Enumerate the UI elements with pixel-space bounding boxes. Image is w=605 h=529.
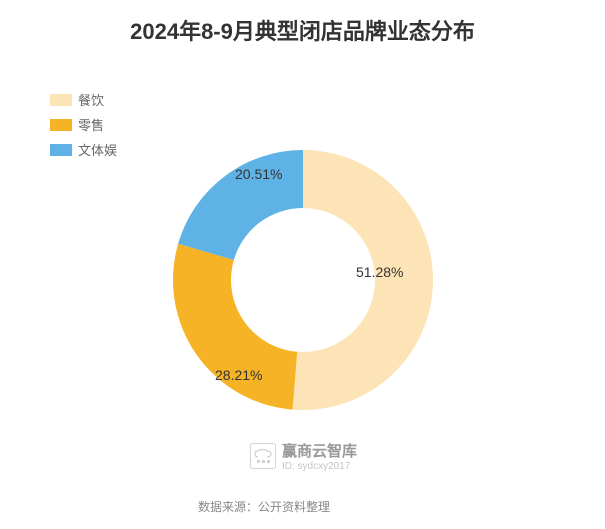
watermark: 赢商云智库 ID: sydcxy2017 (250, 440, 357, 472)
legend-swatch (50, 119, 72, 131)
donut-slice (173, 244, 297, 410)
chart-container: 2024年8-9月典型闭店品牌业态分布 餐饮 零售 文体娱 51.28% 28.… (0, 0, 605, 529)
legend-label: 文体娱 (78, 140, 117, 159)
source-text: 公开资料整理 (258, 500, 330, 514)
legend-swatch (50, 94, 72, 106)
donut-slice (292, 150, 432, 410)
watermark-brand: 赢商云智库 (282, 440, 357, 461)
legend-item: 文体娱 (50, 140, 117, 159)
legend-label: 零售 (78, 115, 104, 134)
source-prefix: 数据来源： (198, 500, 258, 514)
slice-label: 28.21% (215, 367, 262, 383)
cloud-icon (250, 443, 276, 469)
slice-label: 51.28% (356, 264, 403, 280)
watermark-sub: ID: sydcxy2017 (282, 461, 357, 472)
legend-label: 餐饮 (78, 90, 104, 109)
slice-label: 20.51% (235, 166, 282, 182)
legend-item: 餐饮 (50, 90, 117, 109)
legend: 餐饮 零售 文体娱 (50, 90, 117, 165)
watermark-text: 赢商云智库 ID: sydcxy2017 (282, 440, 357, 472)
legend-item: 零售 (50, 115, 117, 134)
legend-swatch (50, 144, 72, 156)
chart-title: 2024年8-9月典型闭店品牌业态分布 (0, 14, 605, 46)
donut-chart (171, 148, 435, 412)
data-source: 数据来源：公开资料整理 (198, 498, 330, 515)
